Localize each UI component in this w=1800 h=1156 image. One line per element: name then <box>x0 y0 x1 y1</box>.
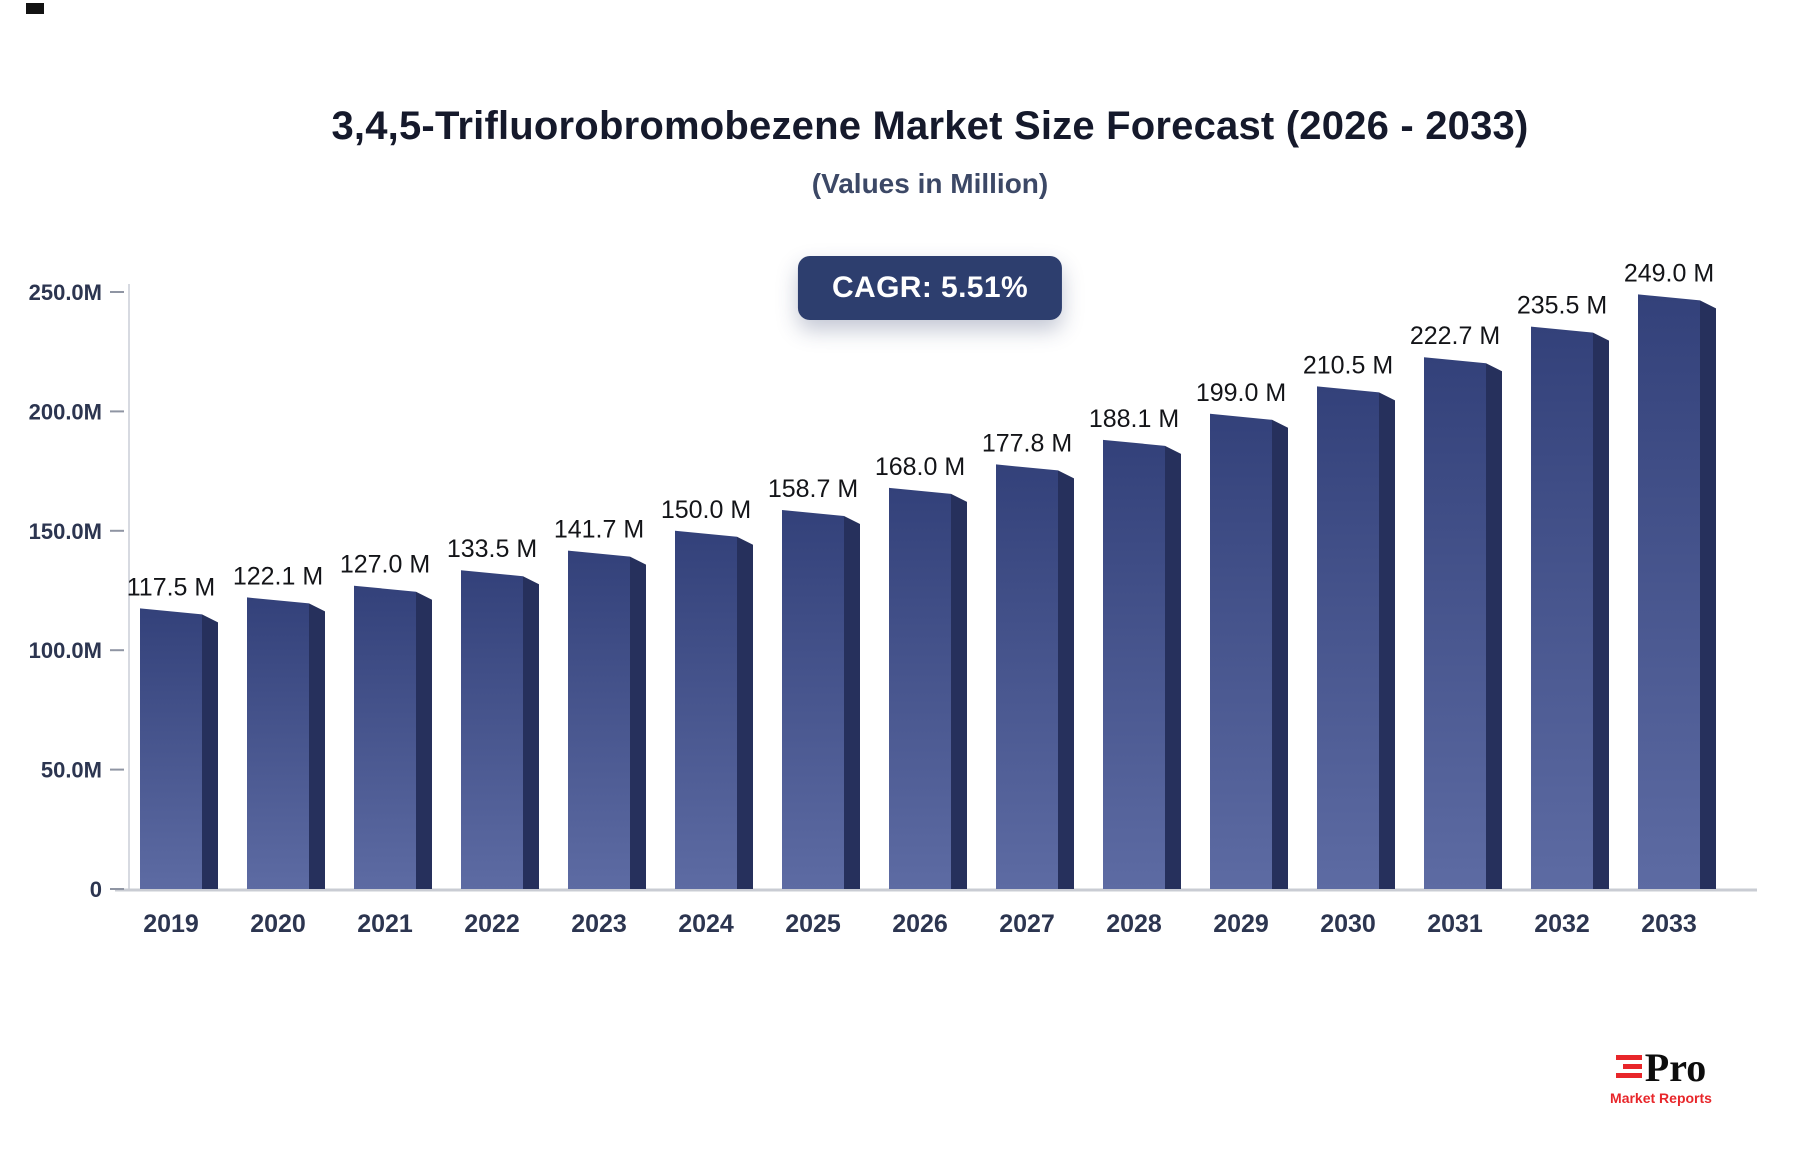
bar-side-face <box>1165 445 1181 889</box>
bar-value-label: 249.0 M <box>1624 259 1714 287</box>
bar-value-label: 133.5 M <box>447 535 537 563</box>
y-tick-label: 0 <box>90 877 102 902</box>
bar-front-face <box>247 597 309 889</box>
bar-group: 168.0 M 2026 <box>875 453 967 938</box>
bar-side-face <box>1272 419 1288 889</box>
bar-group: 141.7 M 2023 <box>554 516 646 938</box>
logo-lines-icon <box>1615 1054 1642 1082</box>
brand-logo: Pro Market Reports <box>1596 1048 1726 1107</box>
bar-group: 249.0 M 2033 <box>1624 259 1716 938</box>
bar-group: 127.0 M 2021 <box>340 551 432 938</box>
bar-front-face <box>1638 294 1700 889</box>
bar-front-face <box>1531 326 1593 890</box>
bar-front-face <box>996 464 1058 889</box>
bar-front-face <box>1103 439 1165 889</box>
x-axis-year-label: 2031 <box>1427 910 1483 938</box>
bar-side-face <box>844 516 860 889</box>
bar-group: 199.0 M 2029 <box>1196 379 1288 938</box>
bar-front-face <box>1317 386 1379 889</box>
bar-group: 117.5 M 2019 <box>127 573 218 938</box>
y-tick-label: 50.0M <box>41 758 102 783</box>
bar-group: 158.7 M 2025 <box>768 475 860 938</box>
cagr-badge: CAGR: 5.51% <box>797 256 1063 320</box>
bar-value-label: 117.5 M <box>127 573 215 601</box>
bar-side-face <box>309 603 325 889</box>
bar-side-face <box>523 576 539 889</box>
bar-front-face <box>889 487 951 889</box>
bar-group: 133.5 M 2022 <box>447 535 539 938</box>
bar-side-face <box>1486 363 1502 890</box>
bar-value-label: 177.8 M <box>982 429 1072 457</box>
x-axis-year-label: 2028 <box>1106 910 1162 938</box>
x-axis-year-label: 2030 <box>1320 910 1376 938</box>
bar-front-face <box>568 550 630 889</box>
bar-front-face <box>354 585 416 889</box>
bar-front-face <box>782 510 844 889</box>
bar-group: 210.5 M 2030 <box>1303 351 1395 938</box>
bar-group: 235.5 M 2032 <box>1517 292 1609 938</box>
x-axis-year-label: 2021 <box>357 910 413 938</box>
x-axis-year-label: 2025 <box>785 910 841 938</box>
bar-side-face <box>630 556 646 889</box>
bar-value-label: 188.1 M <box>1089 405 1179 433</box>
bar-front-face <box>675 530 737 889</box>
x-axis-year-label: 2033 <box>1641 910 1697 938</box>
bar-front-face <box>1424 357 1486 890</box>
bar-front-face <box>461 570 523 889</box>
x-axis-year-label: 2026 <box>892 910 948 938</box>
bar-value-label: 199.0 M <box>1196 379 1286 407</box>
bar-value-label: 222.7 M <box>1410 322 1500 350</box>
bar-side-face <box>737 536 753 889</box>
bar-front-face <box>140 608 202 889</box>
logo-text: Pro <box>1644 1045 1707 1090</box>
logo-subtext: Market Reports <box>1610 1090 1712 1106</box>
x-axis-year-label: 2020 <box>250 910 306 938</box>
bar-side-face <box>1379 392 1395 889</box>
bar-group: 150.0 M 2024 <box>661 496 753 938</box>
bar-value-label: 122.1 M <box>233 562 323 590</box>
y-tick-label: 100.0M <box>29 638 102 663</box>
y-tick-label: 250.0M <box>29 280 102 305</box>
bar-side-face <box>202 614 218 889</box>
logo-mark: Pro <box>1596 1048 1726 1088</box>
y-tick-label: 200.0M <box>29 399 102 424</box>
corner-artifact <box>26 3 44 14</box>
bar-value-label: 158.7 M <box>768 475 858 503</box>
y-tick-label: 150.0M <box>29 519 102 544</box>
bar-group: 188.1 M 2028 <box>1089 405 1181 938</box>
x-axis-year-label: 2022 <box>464 910 520 938</box>
x-axis-year-label: 2029 <box>1213 910 1269 938</box>
bar-value-label: 210.5 M <box>1303 351 1393 379</box>
bar-value-label: 141.7 M <box>554 516 644 544</box>
bar-value-label: 127.0 M <box>340 551 430 579</box>
bar-side-face <box>1593 332 1609 890</box>
bar-front-face <box>1210 413 1272 889</box>
x-axis-year-label: 2027 <box>999 910 1055 938</box>
bar-value-label: 168.0 M <box>875 453 965 481</box>
bar-group: 122.1 M 2020 <box>233 562 325 938</box>
bar-value-label: 150.0 M <box>661 496 751 524</box>
x-axis-year-label: 2023 <box>571 910 627 938</box>
bar-group: 177.8 M 2027 <box>982 429 1074 938</box>
x-axis-year-label: 2024 <box>678 910 734 938</box>
bar-side-face <box>416 591 432 889</box>
x-axis-year-label: 2019 <box>143 910 199 938</box>
bar-value-label: 235.5 M <box>1517 292 1607 320</box>
bar-group: 222.7 M 2031 <box>1410 322 1502 938</box>
bar-side-face <box>951 493 967 889</box>
bar-side-face <box>1700 300 1716 889</box>
chart-subtitle: (Values in Million) <box>811 168 1049 199</box>
chart-title: 3,4,5-Trifluorobromobezene Market Size F… <box>331 104 1529 148</box>
bar-side-face <box>1058 470 1074 889</box>
x-axis-year-label: 2032 <box>1534 910 1590 938</box>
